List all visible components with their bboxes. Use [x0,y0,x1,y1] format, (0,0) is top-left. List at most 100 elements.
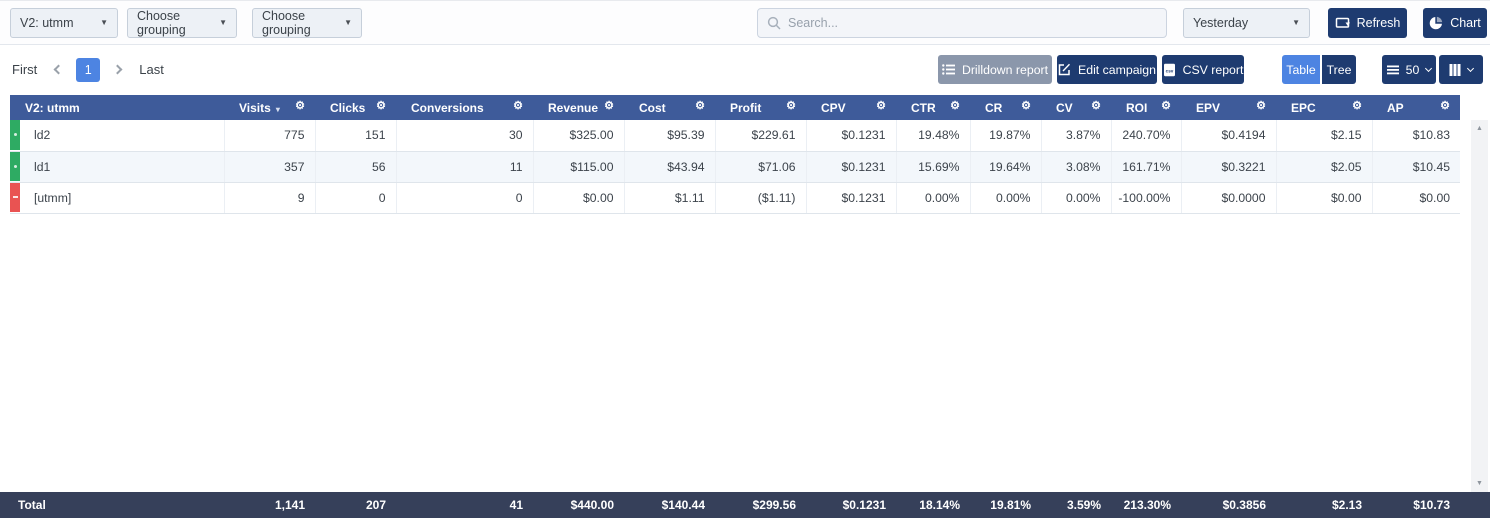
pagination-last[interactable]: Last [139,62,164,77]
cell-cr: 0.00% [970,182,1042,214]
cell-cpv: $0.1231 [806,120,897,152]
table-row[interactable]: ld1 357 56 11 $115.00 $43.94 $71.06 $0.1… [10,151,1460,183]
status-indicator-green [10,120,20,150]
refresh-icon [1335,16,1350,29]
search-input[interactable] [788,15,1157,30]
cell-cr: 19.64% [970,151,1042,183]
chevron-right-icon[interactable] [112,64,123,75]
table-row[interactable]: ld2 775 151 30 $325.00 $95.39 $229.61 $0… [10,120,1460,152]
cell-conversions: 0 [396,182,534,214]
chart-label: Chart [1450,15,1481,30]
chevron-left-icon[interactable] [53,64,64,75]
column-header-cv[interactable]: CV ⚙ [1041,95,1111,120]
total-profit: $299.56 [752,498,796,512]
table-toggle-label: Table [1286,62,1316,77]
campaign-select[interactable]: V2: utmm ▼ [10,7,118,38]
cell-cv: 3.87% [1041,120,1112,152]
grouping-select-1[interactable]: Choose grouping ▼ [127,7,237,38]
cell-epv: $0.0000 [1181,182,1277,214]
column-header-visits[interactable]: Visits ▾ ⚙ [224,95,315,120]
cell-roi: 240.70% [1111,120,1182,152]
sort-desc-icon: ▾ [275,104,280,114]
columns-select[interactable] [1439,55,1483,84]
gear-icon[interactable]: ⚙ [604,100,614,112]
cell-epc: $0.00 [1276,182,1373,214]
total-epc: $2.13 [1331,498,1362,512]
pagination-first[interactable]: First [12,62,38,77]
column-header-epc[interactable]: EPC ⚙ [1276,95,1372,120]
cell-epv: $0.3221 [1181,151,1277,183]
date-range-select[interactable]: Yesterday ▼ [1183,7,1310,38]
gear-icon[interactable]: ⚙ [695,100,705,112]
caret-down-icon: ▼ [344,18,352,27]
cell-ap: $10.45 [1372,151,1460,183]
cell-clicks: 151 [315,120,397,152]
tree-toggle-label: Tree [1326,62,1352,77]
column-header-roi[interactable]: ROI ⚙ [1111,95,1181,120]
refresh-button[interactable]: Refresh [1328,7,1407,38]
rows-icon [1386,65,1399,75]
column-header-cr[interactable]: CR ⚙ [970,95,1041,120]
column-header-name[interactable]: V2: utmm [10,95,224,120]
csv-report-button[interactable]: csv CSV report [1162,55,1244,84]
gear-icon[interactable]: ⚙ [950,100,960,112]
cell-profit: $229.61 [715,120,807,152]
gear-icon[interactable]: ⚙ [295,100,305,112]
table-header-row: V2: utmm Visits ▾ ⚙ Clicks ⚙ Conversions ⚙ R… [10,95,1460,120]
pagination: First 1 Last [12,57,164,82]
scroll-up-icon[interactable]: ▲ [1476,125,1483,132]
cell-conversions: 11 [396,151,534,183]
row-name: ld1 [34,159,51,174]
gear-icon[interactable]: ⚙ [1352,100,1362,112]
refresh-label: Refresh [1356,15,1401,30]
pie-chart-icon [1429,16,1443,30]
total-revenue: $440.00 [570,498,614,512]
drilldown-report-button[interactable]: Drilldown report [938,55,1052,84]
caret-down-icon: ▼ [100,18,108,27]
status-indicator-red [10,182,20,212]
caret-down-icon: ▼ [1292,18,1300,27]
gear-icon[interactable]: ⚙ [1256,100,1266,112]
column-header-revenue[interactable]: Revenue ⚙ [533,95,624,120]
cell-profit: ($1.11) [715,182,807,214]
tree-view-toggle[interactable]: Tree [1322,55,1356,84]
campaign-select-value: V2: utmm [20,15,74,30]
gear-icon[interactable]: ⚙ [1161,100,1171,112]
table-view-toggle[interactable]: Table [1282,55,1320,84]
total-epv: $0.3856 [1222,498,1266,512]
column-header-cpv[interactable]: CPV ⚙ [806,95,896,120]
column-header-ap[interactable]: AP ⚙ [1372,95,1460,120]
cell-revenue: $115.00 [533,151,625,183]
rows-per-page-select[interactable]: 50 [1382,55,1436,84]
gear-icon[interactable]: ⚙ [376,100,386,112]
gear-icon[interactable]: ⚙ [876,100,886,112]
column-header-ctr[interactable]: CTR ⚙ [896,95,970,120]
column-header-epv[interactable]: EPV ⚙ [1181,95,1276,120]
column-header-clicks[interactable]: Clicks ⚙ [315,95,396,120]
search-box[interactable] [757,7,1167,38]
gear-icon[interactable]: ⚙ [1091,100,1101,112]
grouping-select-2-value: Choose grouping [262,8,311,37]
scroll-down-icon[interactable]: ▼ [1476,480,1483,487]
column-header-cost[interactable]: Cost ⚙ [624,95,715,120]
total-cost: $140.44 [661,498,705,512]
gear-icon[interactable]: ⚙ [1440,100,1450,112]
chart-button[interactable]: Chart [1423,7,1487,38]
cell-ctr: 19.48% [896,120,971,152]
gear-icon[interactable]: ⚙ [1021,100,1031,112]
pagination-page-1[interactable]: 1 [76,57,101,82]
column-header-conversions[interactable]: Conversions ⚙ [396,95,533,120]
gear-icon[interactable]: ⚙ [786,100,796,112]
chevron-down-icon [1425,64,1433,72]
column-header-profit[interactable]: Profit ⚙ [715,95,806,120]
vertical-scrollbar[interactable]: ▲ ▼ [1471,120,1488,492]
edit-campaign-button[interactable]: Edit campaign [1057,55,1157,84]
total-clicks: 207 [365,498,386,512]
total-cv: 3.59% [1066,498,1101,512]
table-row[interactable]: [utmm] 9 0 0 $0.00 $1.11 ($1.11) $0.1231… [10,182,1460,214]
gear-icon[interactable]: ⚙ [513,100,523,112]
grouping-select-2[interactable]: Choose grouping ▼ [252,7,362,38]
action-bar: First 1 Last Drilldown report Edit campa… [0,46,1490,93]
chevron-down-icon [1466,64,1475,72]
